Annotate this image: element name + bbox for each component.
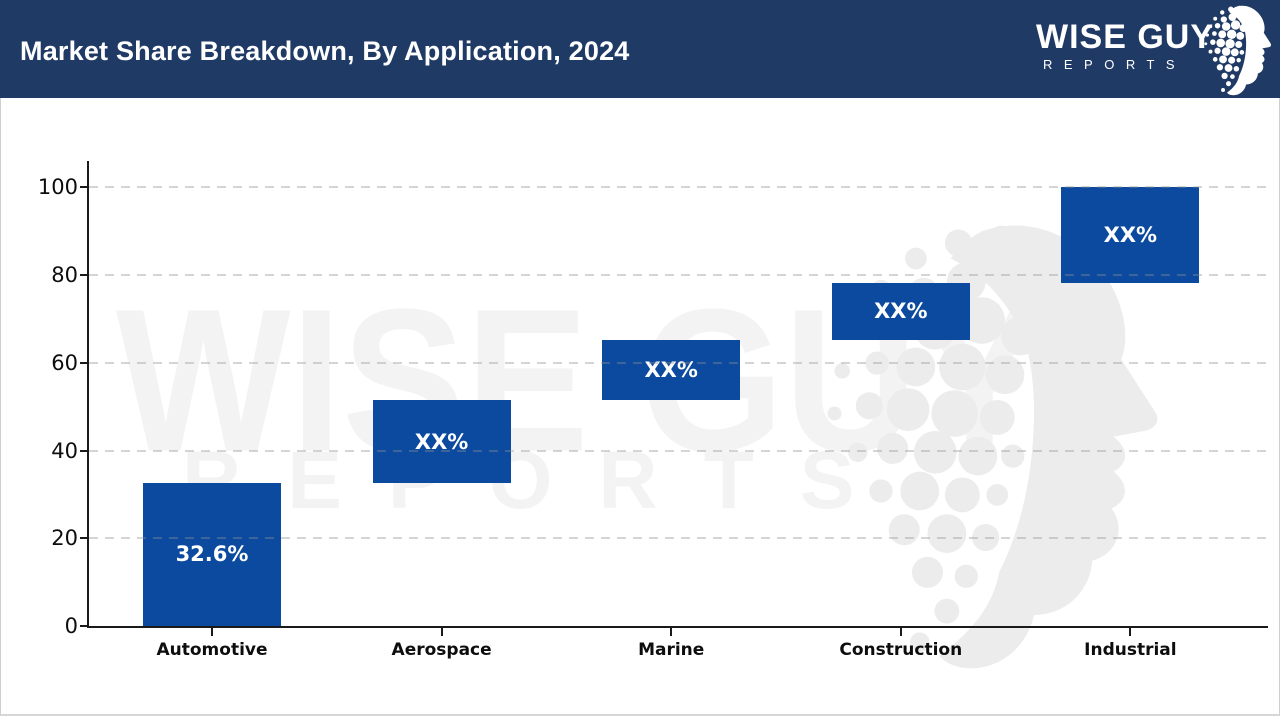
logo-head-icon [1204, 5, 1272, 96]
gridline [89, 449, 1268, 452]
gridline [89, 537, 1268, 540]
header-bar: Market Share Breakdown, By Application, … [0, 0, 1280, 98]
logo-wordmark: WISE GUY [1036, 18, 1215, 56]
y-tick-mark [80, 537, 89, 540]
y-tick-mark [80, 625, 89, 627]
logo-subtitle: REPORTS [1043, 57, 1187, 72]
x-axis-label: Construction [839, 640, 963, 660]
bar-value-label: XX% [644, 358, 698, 383]
gridline [89, 274, 1268, 277]
bar-segment: XX% [1061, 187, 1200, 283]
bar-segment: XX% [831, 283, 970, 340]
gridline [89, 361, 1268, 364]
y-axis-line [87, 161, 89, 628]
x-tick-mark [899, 628, 902, 636]
x-axis-label: Automotive [156, 640, 268, 660]
x-tick-mark [670, 628, 673, 636]
bar-segment: XX% [372, 400, 511, 483]
page-title: Market Share Breakdown, By Application, … [20, 36, 630, 66]
x-axis-line [87, 626, 1268, 628]
logo: WISE GUY REPORTS [1036, 20, 1214, 71]
x-axis-label: Industrial [1084, 640, 1177, 660]
x-tick-mark [211, 628, 213, 636]
bar-segment: 32.6% [143, 482, 281, 626]
x-tick-mark [1129, 628, 1132, 636]
x-tick-mark [440, 628, 443, 636]
x-axis-label: Marine [638, 640, 705, 660]
y-tick-mark [80, 186, 89, 189]
y-tick-label: 0 [64, 614, 78, 638]
gridline [89, 186, 1268, 189]
y-tick-label: 100 [37, 175, 78, 200]
bar-value-label: XX% [1103, 222, 1158, 247]
bar-value-label: XX% [874, 299, 928, 324]
x-axis-label: Aerospace [391, 640, 492, 660]
y-tick-label: 80 [51, 263, 78, 288]
bar-value-label: XX% [414, 429, 469, 454]
y-tick-label: 60 [51, 350, 78, 375]
bar-value-label: 32.6% [175, 542, 249, 567]
y-tick-mark [80, 274, 89, 277]
bar-segment: XX% [602, 340, 741, 401]
y-tick-label: 20 [51, 526, 78, 551]
y-tick-label: 40 [51, 438, 78, 463]
watermark-text-line2: REPORTS [182, 435, 901, 526]
y-tick-mark [80, 449, 89, 452]
y-tick-mark [80, 361, 89, 364]
